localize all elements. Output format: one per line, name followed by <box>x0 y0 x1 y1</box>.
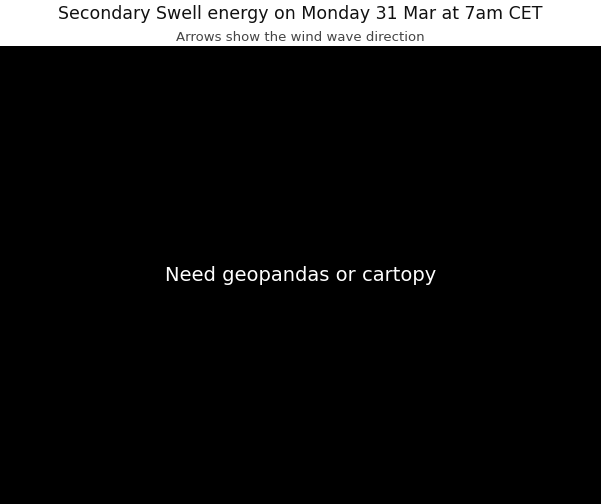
Text: Arrows show the wind wave direction: Arrows show the wind wave direction <box>176 31 425 43</box>
Text: Need geopandas or cartopy: Need geopandas or cartopy <box>165 266 436 285</box>
Text: Secondary Swell energy on Monday 31 Mar at 7am CET: Secondary Swell energy on Monday 31 Mar … <box>58 5 543 23</box>
